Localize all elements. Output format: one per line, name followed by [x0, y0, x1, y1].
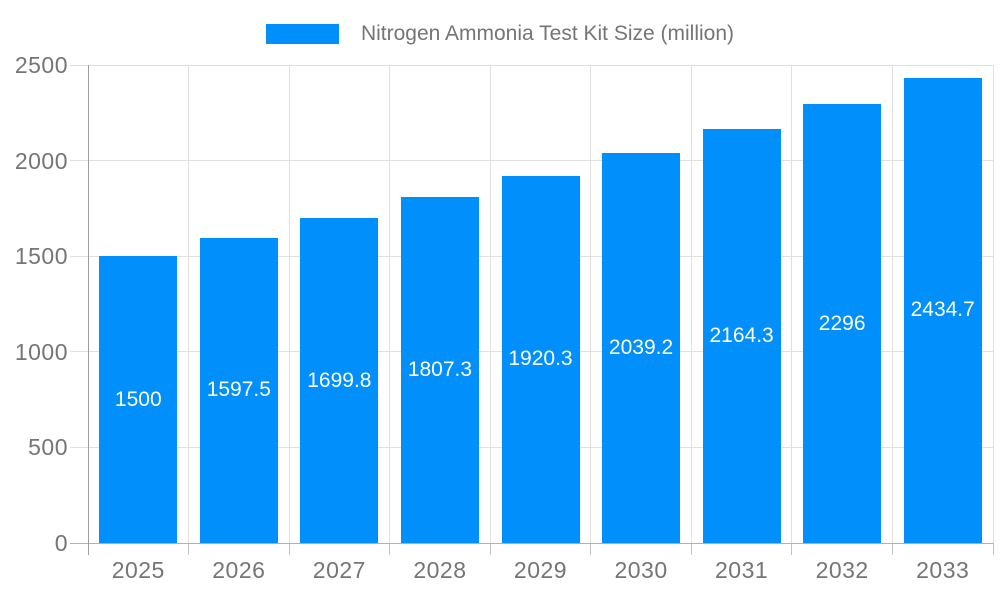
- bar-2025[interactable]: [99, 256, 178, 543]
- x-tick-label: 2032: [815, 557, 869, 583]
- x-tick-label: 2025: [111, 557, 165, 583]
- x-axis-tick: [188, 543, 190, 555]
- gridline-horizontal: [70, 160, 993, 162]
- bar-2027[interactable]: [300, 218, 379, 543]
- gridline-vertical: [590, 65, 592, 543]
- bar-value-label: 2434.7: [910, 298, 975, 322]
- gridline-vertical: [690, 65, 692, 543]
- plot-area: 1500 1597.5 1699.8 1807.3 1920.3 2039.2 2164.3…: [70, 64, 994, 555]
- bar-2026[interactable]: [199, 237, 278, 543]
- y-tick-label: 1000: [14, 338, 68, 365]
- gridline-vertical: [188, 65, 190, 543]
- bar-value-label: 1699.8: [307, 368, 372, 392]
- bar-value-label: 1597.5: [206, 378, 271, 402]
- chart-legend: Nitrogen Ammonia Test Kit Size (million): [0, 21, 1000, 47]
- bar-2032[interactable]: [803, 104, 882, 543]
- bar-value-label: 1920.3: [508, 347, 573, 371]
- x-tick-label: 2033: [916, 557, 970, 583]
- bar-value-label: 1807.3: [407, 358, 473, 382]
- bar-value-label: 2296: [818, 311, 866, 335]
- bar-value-label: 1500: [114, 387, 162, 411]
- gridline-vertical: [791, 65, 793, 543]
- x-tick-label: 2030: [614, 557, 668, 583]
- gridline-horizontal: [70, 64, 993, 66]
- x-tick-label: 2026: [212, 557, 266, 583]
- x-axis-tick: [690, 543, 692, 555]
- x-tick-label: 2027: [312, 557, 366, 583]
- x-axis-line: [70, 542, 993, 544]
- gridline-vertical: [489, 65, 491, 543]
- x-axis-labels: 2025 2026 2027 2028 2029 2030 2031 2032 2033: [88, 557, 993, 587]
- x-axis-tick: [489, 543, 491, 555]
- y-tick-label: 0: [54, 530, 68, 556]
- legend-label[interactable]: Nitrogen Ammonia Test Kit Size (million): [360, 22, 735, 45]
- y-axis-labels: 0 500 1000 1500 2000 2500: [0, 53, 68, 555]
- bar-2031[interactable]: [702, 129, 781, 543]
- y-tick-label: 500: [28, 434, 68, 461]
- bar-value-label: 2164.3: [709, 324, 774, 348]
- x-tick-label: 2028: [413, 557, 467, 583]
- y-axis-line: [88, 65, 89, 555]
- gridline-vertical: [288, 65, 290, 543]
- x-axis-tick: [590, 543, 592, 555]
- bar-2030[interactable]: [602, 153, 681, 543]
- y-tick-label: 1500: [14, 243, 68, 270]
- y-tick-label: 2500: [14, 52, 68, 78]
- gridline-vertical: [891, 65, 893, 543]
- y-tick-label: 2000: [14, 147, 68, 174]
- gridline-vertical: [992, 65, 994, 543]
- bar-2029[interactable]: [501, 175, 580, 543]
- legend-swatch[interactable]: [265, 24, 339, 44]
- bar-value-label: 2039.2: [608, 336, 674, 360]
- x-tick-label: 2031: [715, 557, 769, 583]
- gridline-vertical: [389, 65, 391, 543]
- x-axis-tick: [389, 543, 391, 555]
- x-axis-tick: [891, 543, 893, 555]
- x-axis-tick: [791, 543, 793, 555]
- bar-2033[interactable]: [903, 77, 982, 543]
- x-tick-label: 2029: [513, 557, 568, 583]
- bar-2028[interactable]: [400, 197, 479, 543]
- x-axis-tick: [992, 543, 994, 555]
- x-axis-tick: [288, 543, 290, 555]
